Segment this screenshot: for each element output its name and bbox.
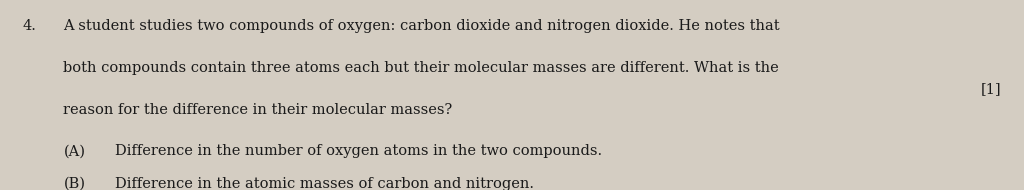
Text: (A): (A) bbox=[63, 144, 85, 158]
Text: 4.: 4. bbox=[23, 19, 37, 33]
Text: (B): (B) bbox=[63, 177, 85, 190]
Text: A student studies two compounds of oxygen: carbon dioxide and nitrogen dioxide. : A student studies two compounds of oxyge… bbox=[63, 19, 780, 33]
Text: both compounds contain three atoms each but their molecular masses are different: both compounds contain three atoms each … bbox=[63, 61, 779, 75]
Text: Difference in the number of oxygen atoms in the two compounds.: Difference in the number of oxygen atoms… bbox=[115, 144, 602, 158]
Text: reason for the difference in their molecular masses?: reason for the difference in their molec… bbox=[63, 103, 453, 117]
Text: [1]: [1] bbox=[981, 82, 1001, 96]
Text: Difference in the atomic masses of carbon and nitrogen.: Difference in the atomic masses of carbo… bbox=[115, 177, 534, 190]
